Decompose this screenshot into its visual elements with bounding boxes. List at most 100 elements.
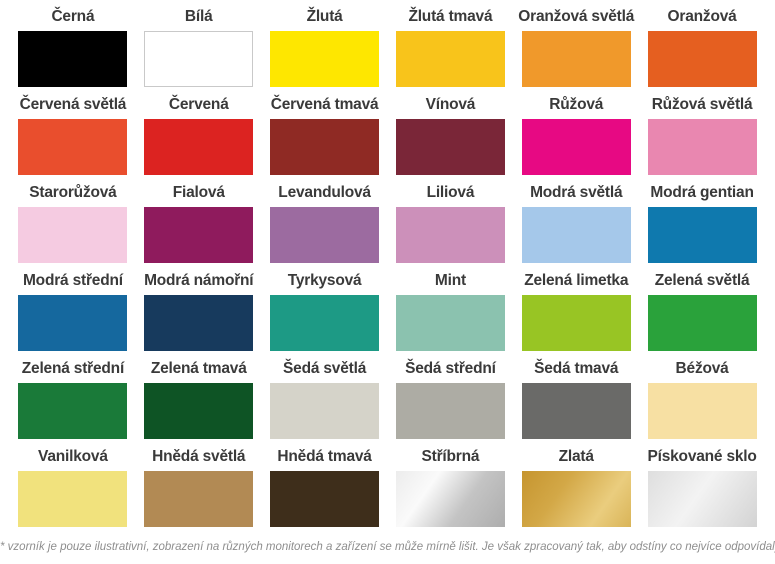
swatch-label: Zelená tmavá [150,360,247,377]
swatch-label: Fialová [172,184,225,201]
color-swatch [270,295,380,351]
swatch-cell: Růžová světlá [639,93,765,181]
swatch-label: Červená tmavá [270,96,379,113]
color-swatch [270,207,380,263]
swatch-label: Stříbrná [421,448,480,465]
color-swatch [395,207,505,263]
swatch-cell: Mint [388,269,514,357]
swatch-cell: Černá [10,5,136,93]
swatch-label: Červená světlá [19,96,127,113]
swatch-label: Šedá střední [405,360,496,377]
swatch-label: Modrá gentian [650,184,754,201]
swatch-cell: Zelená limetka [513,269,639,357]
swatch-cell: Hnědá tmavá [262,445,388,533]
swatch-cell: Červená tmavá [262,93,388,181]
swatch-label: Zlatá [558,448,594,465]
swatch-label: Černá [51,8,95,25]
swatch-label: Tyrkysová [287,272,362,289]
swatch-label: Bílá [184,8,213,25]
color-swatch [270,383,380,439]
swatch-label: Vanilková [38,448,108,465]
swatch-cell: Červená světlá [10,93,136,181]
swatch-cell: Žlutá tmavá [388,5,514,93]
swatch-cell: Šedá světlá [262,357,388,445]
swatch-cell: Stříbrná [388,445,514,533]
swatch-cell: Tyrkysová [262,269,388,357]
color-swatch [270,471,380,527]
color-swatch [521,31,631,87]
swatch-cell: Vanilková [10,445,136,533]
color-swatch [647,295,757,351]
swatch-label: Růžová [549,96,604,113]
color-swatch [18,295,128,351]
swatch-label: Modrá střední [22,272,123,289]
color-swatch [270,31,380,87]
swatch-cell: Šedá tmavá [513,357,639,445]
color-swatch [18,119,128,175]
color-swatch [647,119,757,175]
color-swatch [144,383,254,439]
swatch-cell: Zelená tmavá [136,357,262,445]
swatch-label: Žlutá [306,8,343,25]
swatch-label: Pískované sklo [647,448,757,465]
color-swatch [18,207,128,263]
swatch-cell: Fialová [136,181,262,269]
color-swatch [647,31,757,87]
swatch-label: Starorůžová [29,184,117,201]
swatch-cell: Modrá světlá [513,181,639,269]
color-swatch [521,207,631,263]
swatch-cell: Zelená střední [10,357,136,445]
swatch-cell: Liliová [388,181,514,269]
color-swatch [395,383,505,439]
swatch-label: Červená [168,96,229,113]
swatch-cell: Hnědá světlá [136,445,262,533]
swatch-label: Oranžová světlá [518,8,635,25]
swatch-cell: Vínová [388,93,514,181]
swatch-label: Žlutá tmavá [408,8,493,25]
swatch-cell: Oranžová [639,5,765,93]
color-swatch [18,31,128,87]
color-swatch [647,207,757,263]
swatch-cell: Pískované sklo [639,445,765,533]
color-swatch [521,383,631,439]
swatch-label: Hnědá tmavá [277,448,372,465]
swatch-label: Modrá námořní [144,272,254,289]
swatch-label: Vínová [425,96,476,113]
color-swatch [395,295,505,351]
swatch-cell: Žlutá [262,5,388,93]
swatch-cell: Růžová [513,93,639,181]
swatch-label: Béžová [675,360,729,377]
swatch-label: Modrá světlá [530,184,623,201]
swatch-label: Levandulová [278,184,371,201]
swatch-cell: Šedá střední [388,357,514,445]
swatch-cell: Béžová [639,357,765,445]
swatch-cell: Modrá střední [10,269,136,357]
swatch-label: Zelená střední [21,360,125,377]
swatch-label: Zelená světlá [654,272,750,289]
color-swatch [395,119,505,175]
swatch-label: Oranžová [667,8,737,25]
color-swatch [521,471,631,527]
color-swatch [144,207,254,263]
swatch-label: Šedá světlá [283,360,367,377]
swatch-cell: Starorůžová [10,181,136,269]
color-swatch [18,471,128,527]
swatch-cell: Zlatá [513,445,639,533]
color-swatch [18,383,128,439]
color-swatch [647,471,757,527]
swatch-label: Růžová světlá [651,96,753,113]
swatch-label: Hnědá světlá [152,448,246,465]
swatch-cell: Oranžová světlá [513,5,639,93]
swatch-cell: Modrá námořní [136,269,262,357]
color-swatch [521,295,631,351]
color-swatch [144,31,254,87]
color-swatch [395,471,505,527]
color-swatch [144,295,254,351]
color-swatch-chart: Černá Bílá Žlutá Žlutá tmavá Oranžová světlá… [10,5,765,533]
color-swatch [144,471,254,527]
color-swatch [144,119,254,175]
swatch-cell: Modrá gentian [639,181,765,269]
swatch-cell: Levandulová [262,181,388,269]
swatch-label: Liliová [426,184,475,201]
color-swatch [521,119,631,175]
